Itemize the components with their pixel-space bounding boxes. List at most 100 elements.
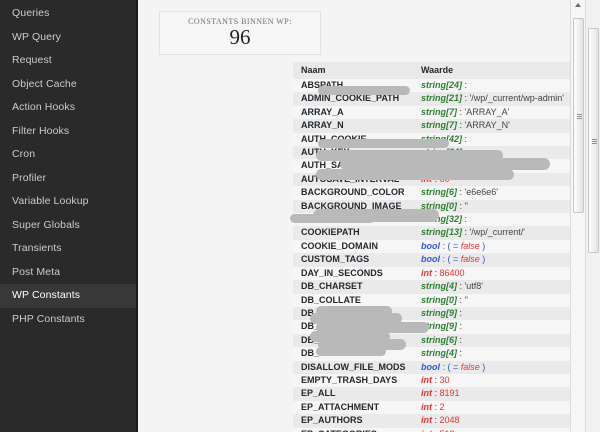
value-separator: : bbox=[462, 133, 468, 144]
table-row: BACKGROUND_COLOR string[6] : 'e6e6e6' bbox=[293, 186, 600, 200]
constant-name: DISALLOW_FILE_MODS bbox=[301, 361, 406, 372]
value-separator: : bbox=[457, 106, 465, 117]
value-separator: : bbox=[432, 374, 440, 385]
value-literal: 'ARRAY_N' bbox=[464, 120, 510, 131]
constant-value: bool : ( = false ) bbox=[413, 253, 600, 266]
constant-name: AUTOSAVE_INTERVAL bbox=[301, 173, 400, 184]
value-separator: : bbox=[462, 214, 468, 225]
value-type: int bbox=[421, 429, 432, 432]
scrollbar-grip-icon bbox=[577, 113, 582, 119]
value-literal: 30 bbox=[439, 374, 450, 385]
value-type: string[24] bbox=[421, 80, 463, 90]
value-literal: 2048 bbox=[439, 415, 460, 426]
sidebar-item-transients[interactable]: Transients bbox=[12, 242, 62, 254]
value-separator: : bbox=[432, 173, 440, 184]
constant-value: string[4] : bbox=[413, 347, 600, 360]
table-row: COOKIEHASH string[32] : bbox=[293, 213, 600, 227]
value-type: int bbox=[421, 267, 432, 278]
panel-scrollbar[interactable] bbox=[570, 0, 585, 432]
value-type: string[64] bbox=[421, 147, 463, 158]
constant-value: int : 2 bbox=[413, 401, 600, 414]
value-separator: : bbox=[457, 294, 465, 305]
value-separator: : bbox=[457, 348, 463, 359]
value-literal: 60 bbox=[439, 173, 450, 184]
sidebar-item-cron[interactable]: Cron bbox=[12, 148, 36, 160]
table-row: DB_PASSWORD string[6] : bbox=[293, 333, 600, 348]
column-header-name[interactable]: Naam bbox=[293, 62, 413, 79]
value-type: string[4] bbox=[421, 281, 457, 292]
constant-value: string[6] : bbox=[413, 334, 600, 347]
constant-value: string[6] : 'e6e6e6' bbox=[413, 186, 600, 199]
sidebar-item-variable-lookup[interactable]: Variable Lookup bbox=[12, 195, 89, 207]
constant-name: DB_NAME bbox=[301, 321, 346, 332]
sidebar-item-profiler[interactable]: Profiler bbox=[12, 171, 47, 184]
value-literal: 86400 bbox=[439, 267, 465, 278]
constants-table: Naam Waarde ABSPATH string[24] : ADMIN_CO… bbox=[293, 62, 600, 432]
table-row: BACKGROUND_IMAGE string[0] : '' bbox=[293, 199, 600, 214]
value-separator: : bbox=[432, 388, 440, 399]
sidebar-nav: Queries WP Query Request Object Cache Action… bbox=[0, 0, 138, 432]
constant-value: string[9] : bbox=[413, 307, 600, 320]
value-separator: : bbox=[457, 187, 465, 198]
table-row: ARRAY_A string[7] : 'ARRAY_A' bbox=[293, 105, 600, 120]
constant-name: COOKIE_DOMAIN bbox=[301, 240, 379, 251]
value-type: string[0] bbox=[421, 294, 457, 305]
sidebar-item-post-meta[interactable]: Post Meta bbox=[12, 265, 61, 278]
sidebar-item-action-hooks[interactable]: Action Hooks bbox=[12, 101, 76, 113]
value-type: string[32] bbox=[421, 214, 463, 225]
constant-name: AUTH_KEY bbox=[301, 147, 350, 158]
sidebar-item-queries[interactable]: Queries bbox=[12, 7, 50, 19]
value-literal: false bbox=[460, 254, 480, 265]
constant-name: DB_HOST bbox=[301, 307, 345, 318]
value-literal: 2 bbox=[439, 401, 445, 412]
value-separator: : bbox=[457, 334, 463, 345]
table-row: DB_CHARSET string[4] : 'utf8' bbox=[293, 280, 600, 294]
constant-name: ABSPATH bbox=[301, 80, 344, 90]
sidebar-item-wp-query[interactable]: WP Query bbox=[12, 30, 62, 43]
value-type: string[6] bbox=[421, 187, 457, 198]
scroll-up-arrow-icon[interactable] bbox=[575, 3, 581, 7]
constant-value: string[9] : bbox=[413, 320, 600, 333]
table-row: COOKIE_DOMAIN bool : ( = false ) bbox=[293, 239, 600, 254]
value-type: string[7] bbox=[421, 120, 457, 131]
table-row: EMPTY_TRASH_DAYS int : 30 bbox=[293, 373, 600, 388]
constant-value: bool : ( = false ) bbox=[413, 361, 600, 374]
constant-value: int : 8191 bbox=[413, 387, 600, 400]
value-type: string[13] bbox=[421, 227, 463, 238]
window-scrollbar-thumb[interactable] bbox=[588, 28, 599, 253]
value-type: string[9] bbox=[421, 321, 457, 332]
value-literal: '' bbox=[464, 200, 468, 211]
table-row: EP_ATTACHMENT int : 2 bbox=[293, 400, 600, 415]
window-scrollbar[interactable] bbox=[585, 0, 600, 432]
sidebar-item-object-cache[interactable]: Object Cache bbox=[12, 77, 77, 90]
value-separator-close: ) bbox=[479, 254, 486, 265]
sidebar-item-super-globals[interactable]: Super Globals bbox=[12, 218, 80, 231]
value-separator: : bbox=[457, 281, 465, 292]
value-literal: 8191 bbox=[439, 388, 460, 399]
table-header-row: Naam Waarde bbox=[293, 62, 600, 79]
value-separator: : bbox=[462, 93, 470, 104]
constant-name: BACKGROUND_IMAGE bbox=[301, 200, 402, 211]
value-type: string[4] bbox=[421, 348, 457, 359]
table-row: DISALLOW_FILE_MODS bool : ( = false ) bbox=[293, 360, 600, 374]
value-literal: 'ARRAY_A' bbox=[464, 106, 510, 117]
column-header-value[interactable]: Waarde bbox=[413, 62, 600, 79]
value-separator: : bbox=[462, 227, 470, 238]
value-separator: : bbox=[457, 307, 463, 318]
value-type: string[7] bbox=[421, 106, 457, 117]
constant-value: string[42] : bbox=[413, 133, 600, 146]
constant-value: string[0] : '' bbox=[413, 200, 600, 213]
value-type: int bbox=[421, 173, 432, 184]
sidebar-item-php-constants[interactable]: PHP Constants bbox=[12, 312, 85, 325]
constant-name: EP_CATEGORIES bbox=[293, 428, 413, 432]
value-literal: '' bbox=[464, 294, 468, 305]
content-area: CONSTANTS BINNEN WP: 96 Naam Waarde ABSP… bbox=[138, 0, 600, 432]
panel-scrollbar-thumb[interactable] bbox=[573, 18, 584, 213]
value-type: bool bbox=[421, 240, 440, 251]
sidebar-item-wp-constants[interactable]: WP Constants bbox=[0, 284, 136, 308]
constant-name: DB_PASSWORD bbox=[301, 334, 372, 345]
constant-value: string[21] : '/wp/_current/wp-admin' bbox=[413, 92, 600, 105]
sidebar-item-filter-hooks[interactable]: Filter Hooks bbox=[12, 124, 70, 137]
constant-name: AUTH_SALT bbox=[301, 160, 354, 171]
sidebar-item-request[interactable]: Request bbox=[12, 54, 52, 66]
